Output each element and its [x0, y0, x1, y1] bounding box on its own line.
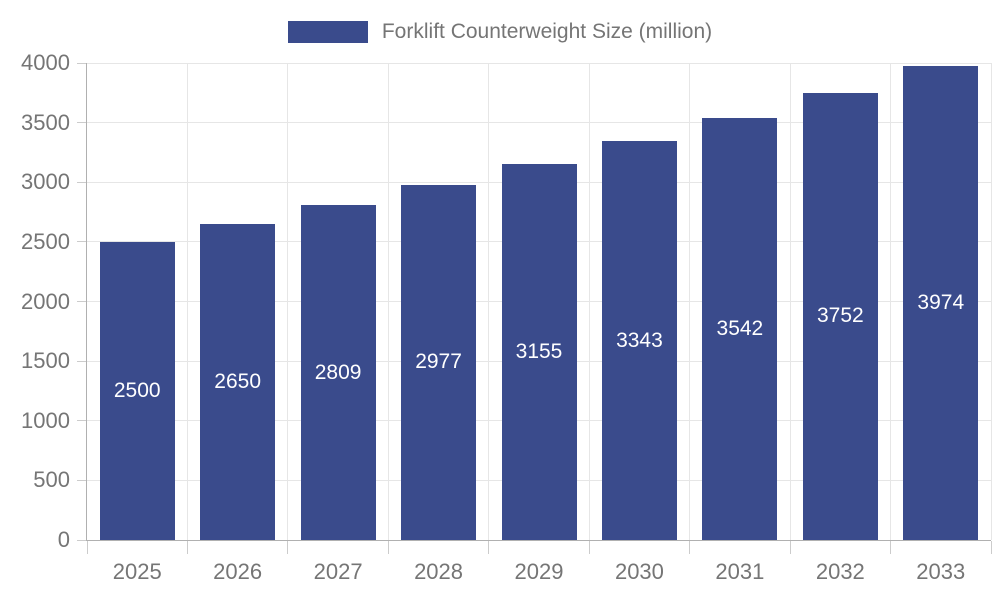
- legend: Forklift Counterweight Size (million): [0, 20, 1000, 44]
- bar-value-label: 3752: [816, 304, 864, 328]
- x-axis-line: [86, 540, 991, 541]
- x-axis-tick-label: 2029: [514, 559, 564, 584]
- x-gridline: [186, 63, 188, 540]
- x-axis-tick-label: 2025: [112, 559, 162, 584]
- x-axis-tick: [990, 541, 992, 554]
- bar-value-label: 3974: [917, 291, 965, 315]
- bar: 2500: [99, 241, 175, 540]
- x-gridline: [387, 63, 389, 540]
- y-gridline: [87, 62, 991, 64]
- y-axis-line: [86, 63, 87, 541]
- x-gridline: [588, 63, 590, 540]
- bar: 3542: [702, 117, 778, 540]
- legend-label: Forklift Counterweight Size (million): [381, 20, 713, 43]
- y-axis-tick: [77, 241, 87, 243]
- x-axis-tick-label: 2028: [414, 559, 464, 584]
- x-gridline: [990, 63, 992, 540]
- y-gridline: [87, 122, 991, 124]
- bar-value-label: 2977: [415, 350, 462, 374]
- x-axis-tick: [890, 541, 892, 554]
- y-axis-tick: [77, 360, 87, 362]
- bar: 2809: [300, 205, 376, 540]
- x-axis-tick: [387, 541, 389, 554]
- x-axis-tick: [789, 541, 791, 554]
- x-gridline: [689, 63, 691, 540]
- x-axis-tick-label: 2030: [614, 559, 664, 584]
- x-gridline: [890, 63, 892, 540]
- x-axis-tick: [689, 541, 691, 554]
- y-axis-tick-label: 2000: [21, 288, 70, 314]
- bar-value-label: 2500: [113, 378, 161, 402]
- x-gridline: [789, 63, 791, 540]
- bar-value-label: 2809: [314, 360, 362, 384]
- bar: 3343: [601, 141, 677, 540]
- x-axis-tick: [287, 541, 289, 554]
- x-axis-tick: [588, 541, 590, 554]
- y-axis-tick: [77, 420, 87, 422]
- y-axis-tick: [77, 479, 87, 481]
- y-axis-tick-label: 0: [57, 527, 70, 552]
- y-axis-tick-label: 3500: [21, 109, 70, 135]
- y-axis-tick-label: 500: [33, 467, 70, 493]
- bar-value-label: 3155: [515, 339, 563, 363]
- y-axis-tick-label: 1500: [21, 348, 70, 374]
- bar-value-label: 3542: [716, 316, 764, 340]
- bar: 3752: [802, 92, 878, 540]
- x-axis-tick-label: 2032: [815, 559, 865, 584]
- legend-swatch: [287, 21, 368, 43]
- y-axis-tick: [77, 122, 87, 124]
- bar-value-label: 2650: [214, 369, 262, 393]
- x-axis-tick: [488, 541, 490, 554]
- y-axis-tick-label: 4000: [21, 50, 70, 75]
- x-axis-tick: [86, 541, 88, 554]
- y-axis-tick: [77, 539, 87, 541]
- bar: 3974: [903, 66, 979, 540]
- y-axis-tick-label: 3000: [21, 169, 70, 195]
- bar: 2650: [200, 223, 276, 540]
- y-axis-tick: [77, 301, 87, 302]
- bar: 3155: [501, 163, 577, 540]
- x-axis-tick-label: 2033: [916, 559, 966, 584]
- x-axis-tick-label: 2027: [313, 559, 363, 584]
- y-axis-tick-label: 1000: [21, 407, 70, 433]
- y-axis-tick-label: 2500: [21, 228, 70, 254]
- x-axis-tick-label: 2026: [213, 559, 263, 584]
- x-axis-tick: [186, 541, 188, 554]
- x-axis-tick-label: 2031: [715, 559, 765, 584]
- y-axis-tick: [77, 181, 87, 183]
- bar: 2977: [401, 184, 477, 540]
- y-axis-tick: [77, 62, 87, 64]
- bar-value-label: 3343: [616, 328, 663, 352]
- x-gridline: [488, 63, 490, 540]
- x-gridline: [287, 63, 289, 540]
